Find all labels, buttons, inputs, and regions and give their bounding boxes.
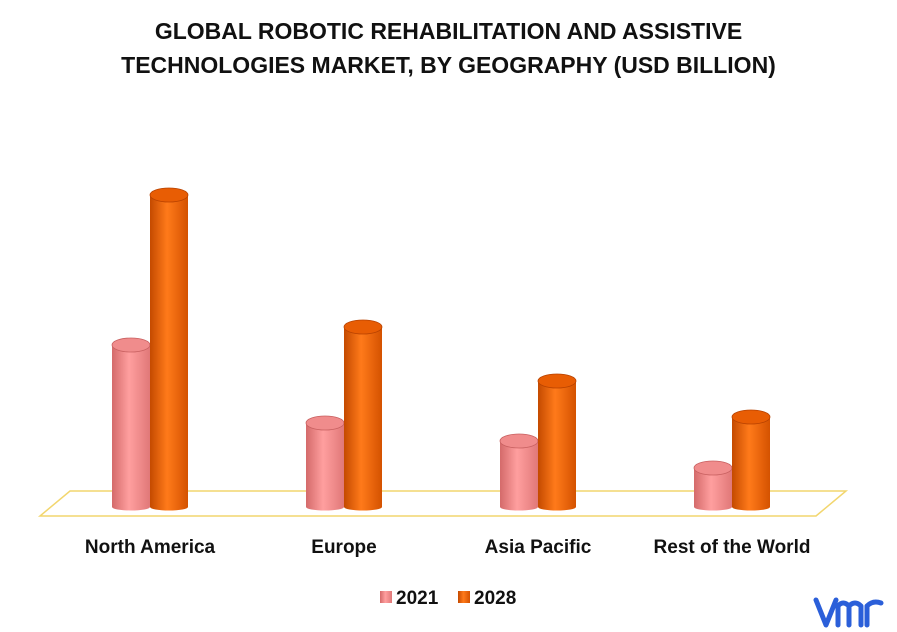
bars-group <box>111 187 771 511</box>
legend-label: 2021 <box>396 588 439 609</box>
chart-title-line-2: TECHNOLOGIES MARKET, BY GEOGRAPHY (USD B… <box>121 52 776 78</box>
category-label: Europe <box>311 537 376 558</box>
category-label: North America <box>85 537 216 558</box>
category-labels: North America Europe Asia Pacific Rest of t… <box>85 537 811 558</box>
category-label: Rest of the World <box>654 537 811 558</box>
chart-title-line-1: GLOBAL ROBOTIC REHABILITATION AND ASSIST… <box>154 18 743 44</box>
category-label: Asia Pacific <box>485 537 592 558</box>
vmr-logo-mark <box>813 597 884 628</box>
legend-swatch <box>458 591 470 603</box>
bar-2028-rest-of-the-world <box>731 409 771 511</box>
legend-label: 2028 <box>474 588 516 609</box>
bar-2028-asia-pacific <box>537 373 577 511</box>
chart-floor <box>37 490 849 517</box>
bar-2021-rest-of-the-world <box>693 460 733 511</box>
bar-2028-north-america <box>149 187 189 511</box>
legend: 2021 2028 <box>380 588 516 609</box>
legend-swatch <box>380 591 392 603</box>
bar-2021-north-america <box>111 337 151 511</box>
chart-title: GLOBAL ROBOTIC REHABILITATION AND ASSIST… <box>0 14 897 82</box>
legend-item-2028: 2028 <box>458 588 516 609</box>
legend-item-2021: 2021 <box>380 588 439 609</box>
bar-2021-asia-pacific <box>499 433 539 511</box>
vmr-logo <box>813 597 884 628</box>
bar-2028-europe <box>343 319 383 511</box>
bar-2021-europe <box>305 415 345 511</box>
